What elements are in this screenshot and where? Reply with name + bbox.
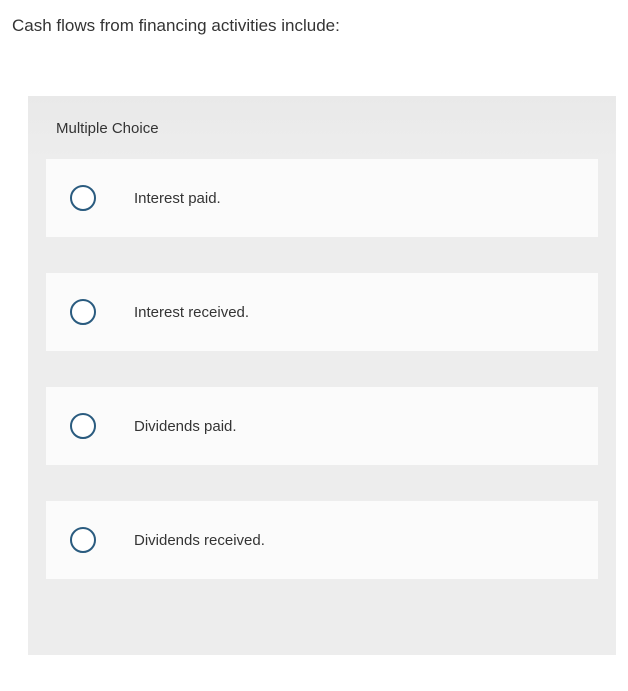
- option-label: Dividends paid.: [134, 418, 237, 435]
- option-label: Dividends received.: [134, 532, 265, 549]
- question-text: Cash flows from financing activities inc…: [0, 0, 628, 36]
- radio-icon[interactable]: [70, 185, 96, 211]
- radio-icon[interactable]: [70, 527, 96, 553]
- radio-icon[interactable]: [70, 299, 96, 325]
- radio-icon[interactable]: [70, 413, 96, 439]
- option-row[interactable]: Interest received.: [46, 273, 598, 351]
- option-row[interactable]: Interest paid.: [46, 159, 598, 237]
- option-row[interactable]: Dividends received.: [46, 501, 598, 579]
- option-label: Interest received.: [134, 304, 249, 321]
- section-label: Multiple Choice: [28, 96, 616, 159]
- option-row[interactable]: Dividends paid.: [46, 387, 598, 465]
- multiple-choice-container: Multiple Choice Interest paid. Interest …: [28, 96, 616, 655]
- option-label: Interest paid.: [134, 190, 221, 207]
